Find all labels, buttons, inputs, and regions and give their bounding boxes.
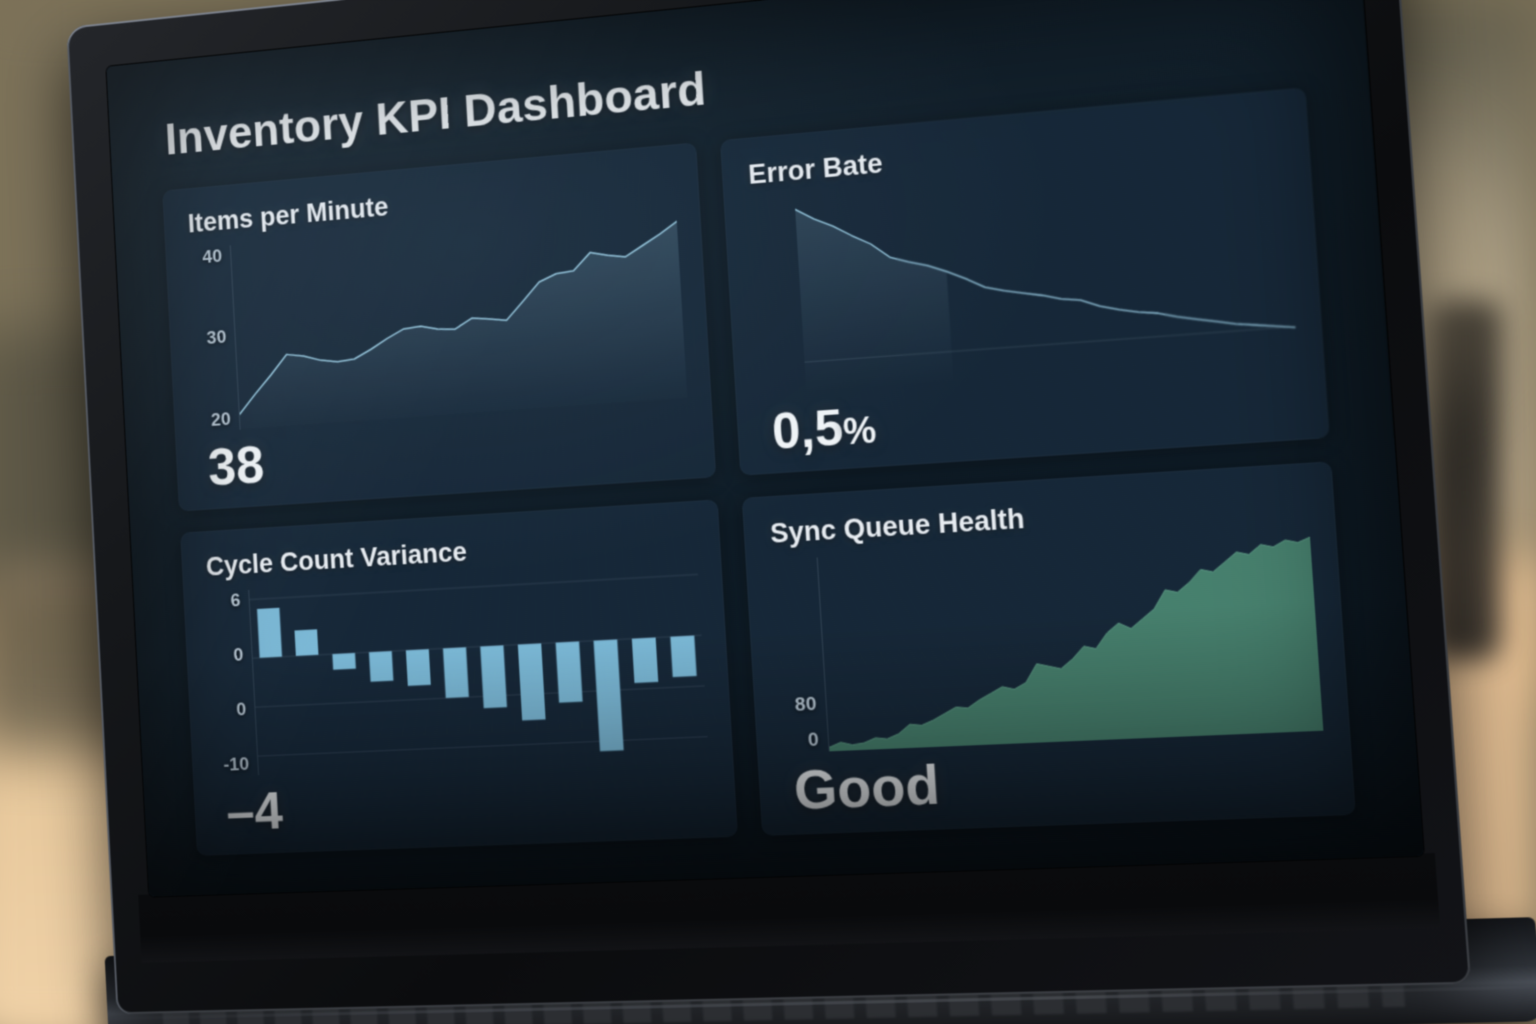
chart-area: 40 30 20 xyxy=(187,207,688,432)
kpi-value: Good xyxy=(792,754,942,822)
bar-plot-variance xyxy=(248,563,709,776)
area-chart-svg xyxy=(818,529,1324,752)
dashboard: Inventory KPI Dashboard Items per Minute… xyxy=(106,0,1424,897)
kpi-card-cycle-count-variance[interactable]: Cycle Count Variance 6 0 0 -10 xyxy=(180,498,738,856)
y-tick: 30 xyxy=(206,327,227,350)
line-plot-items xyxy=(229,207,688,430)
chart-area: 80 0 xyxy=(770,528,1324,753)
y-tick: 80 xyxy=(794,693,818,717)
bar-chart-svg xyxy=(249,564,709,775)
area-plot-sync xyxy=(816,528,1324,752)
kpi-value: –4 xyxy=(224,781,285,843)
laptop-screen: Inventory KPI Dashboard Items per Minute… xyxy=(106,0,1424,897)
y-tick: 0 xyxy=(232,644,244,666)
y-tick: 0 xyxy=(807,729,820,752)
kpi-value-unit: % xyxy=(841,408,878,453)
y-tick: 20 xyxy=(210,408,232,431)
chart-area: 6 0 0 -10 xyxy=(205,563,709,777)
line-chart-svg xyxy=(231,207,688,430)
kpi-grid: Items per Minute 40 30 20 38 xyxy=(162,87,1356,856)
y-tick: -10 xyxy=(222,754,250,776)
line-chart-svg xyxy=(794,155,1297,394)
laptop: Inventory KPI Dashboard Items per Minute… xyxy=(66,0,1536,1024)
kpi-card-sync-queue-health[interactable]: Sync Queue Health 80 0 Good xyxy=(741,460,1356,836)
kpi-card-error-rate[interactable]: Error Bate 0,5% xyxy=(720,87,1330,476)
line-plot-error xyxy=(794,155,1297,394)
y-tick: 40 xyxy=(201,246,223,268)
chart-area xyxy=(748,155,1298,396)
kpi-card-items-per-minute[interactable]: Items per Minute 40 30 20 38 xyxy=(162,142,717,511)
kpi-value-number: 0,5 xyxy=(770,398,845,460)
y-tick: 6 xyxy=(229,589,241,611)
y-tick: 0 xyxy=(235,699,247,721)
